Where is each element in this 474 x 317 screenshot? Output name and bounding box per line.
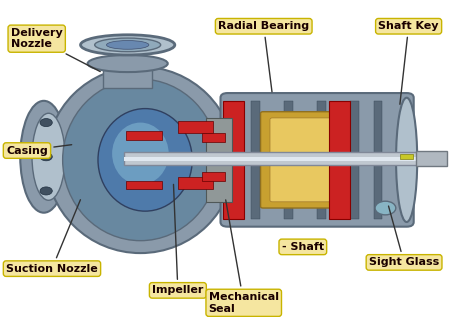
Bar: [374, 101, 382, 219]
Ellipse shape: [63, 79, 218, 241]
Ellipse shape: [20, 101, 67, 213]
Ellipse shape: [32, 113, 65, 200]
Ellipse shape: [396, 98, 417, 222]
Circle shape: [375, 201, 396, 215]
Ellipse shape: [98, 109, 192, 211]
Bar: [124, 152, 444, 165]
Bar: [416, 151, 447, 166]
Text: Impeller: Impeller: [152, 184, 203, 295]
Bar: [103, 63, 152, 88]
Bar: [350, 101, 358, 219]
Bar: [284, 101, 292, 219]
Text: - Shaft: - Shaft: [282, 242, 324, 252]
Ellipse shape: [81, 35, 175, 55]
Bar: [178, 121, 213, 133]
Text: Radial Bearing: Radial Bearing: [218, 21, 309, 92]
Bar: [201, 133, 225, 142]
FancyBboxPatch shape: [270, 118, 331, 202]
Text: Delivery
Nozzle: Delivery Nozzle: [11, 28, 100, 72]
Bar: [329, 101, 350, 219]
Ellipse shape: [95, 38, 161, 52]
Bar: [124, 157, 444, 161]
Bar: [201, 172, 225, 181]
Text: Casing: Casing: [6, 145, 72, 156]
Ellipse shape: [107, 41, 149, 49]
Bar: [126, 156, 162, 165]
Ellipse shape: [88, 55, 168, 72]
Ellipse shape: [112, 123, 169, 185]
Ellipse shape: [46, 67, 235, 253]
Bar: [317, 101, 326, 219]
Bar: [178, 177, 213, 189]
Text: Shaft Key: Shaft Key: [378, 21, 439, 104]
Bar: [251, 101, 260, 219]
Circle shape: [40, 187, 52, 195]
Circle shape: [40, 153, 52, 161]
Bar: [400, 154, 413, 158]
Bar: [126, 181, 162, 189]
FancyBboxPatch shape: [261, 112, 341, 208]
Text: Mechanical
Seal: Mechanical Seal: [209, 200, 279, 314]
FancyBboxPatch shape: [220, 93, 414, 227]
Bar: [223, 101, 244, 219]
Text: Sight Glass: Sight Glass: [369, 206, 439, 268]
Text: Suction Nozzle: Suction Nozzle: [6, 200, 98, 274]
Bar: [126, 131, 162, 140]
Circle shape: [40, 119, 52, 126]
Bar: [206, 118, 232, 202]
